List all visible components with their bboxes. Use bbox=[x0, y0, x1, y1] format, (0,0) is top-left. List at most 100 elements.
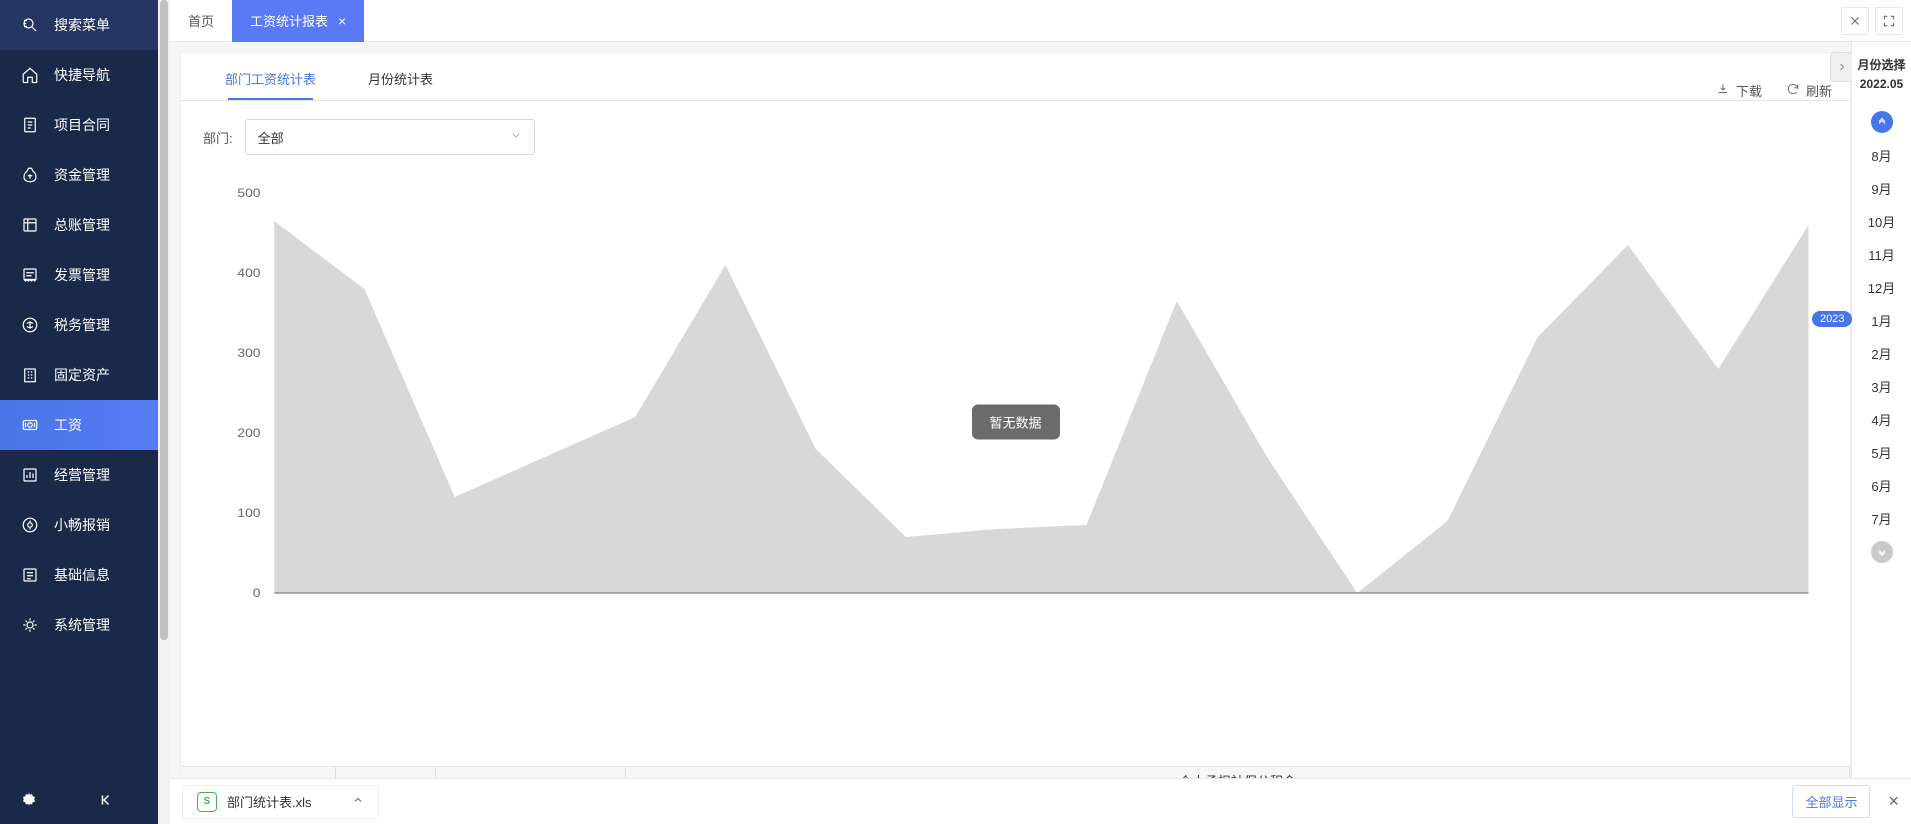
search-icon bbox=[20, 15, 40, 35]
download-icon bbox=[1716, 82, 1730, 99]
tab-label: 首页 bbox=[188, 11, 214, 30]
sidebar-item-business[interactable]: 经营管理 bbox=[0, 450, 170, 500]
month-item[interactable]: 9月 bbox=[1852, 172, 1911, 205]
money-bag-icon bbox=[20, 165, 40, 185]
year-badge: 2023 bbox=[1812, 311, 1852, 327]
content: 部门工资统计表 月份统计表 下载 刷新 bbox=[170, 42, 1911, 824]
sidebar-item-invoice[interactable]: 发票管理 bbox=[0, 250, 170, 300]
refresh-action[interactable]: 刷新 bbox=[1786, 81, 1832, 100]
close-tab-icon[interactable]: × bbox=[338, 14, 346, 28]
download-bar-right: 全部显示 × bbox=[1792, 785, 1899, 818]
sidebar-scrollbar-thumb[interactable] bbox=[160, 0, 168, 640]
sidebar-item-label: 资金管理 bbox=[54, 165, 110, 185]
show-all-downloads-button[interactable]: 全部显示 bbox=[1792, 785, 1870, 818]
sidebar-item-funds[interactable]: 资金管理 bbox=[0, 150, 170, 200]
building-icon bbox=[20, 365, 40, 385]
refresh-icon bbox=[1786, 82, 1800, 99]
svg-text:0: 0 bbox=[253, 586, 261, 600]
month-item[interactable]: 4月 bbox=[1852, 403, 1911, 436]
month-item[interactable]: 12月 bbox=[1852, 271, 1911, 304]
content-main: 部门工资统计表 月份统计表 下载 刷新 bbox=[180, 52, 1851, 824]
sidebar-item-baseinfo[interactable]: 基础信息 bbox=[0, 550, 170, 600]
xls-file-icon: S bbox=[197, 792, 217, 812]
month-panel-title: 月份选择 bbox=[1857, 52, 1905, 77]
area-chart: 0 100 200 300 400 500 bbox=[211, 183, 1820, 613]
dept-select[interactable]: 全部 bbox=[245, 119, 535, 155]
month-down-button[interactable] bbox=[1871, 541, 1893, 563]
subtab-dept-salary[interactable]: 部门工资统计表 bbox=[199, 56, 342, 100]
month-up-button[interactable] bbox=[1871, 111, 1893, 133]
sidebar-item-label: 系统管理 bbox=[54, 615, 110, 635]
filter-row: 部门: 全部 bbox=[181, 101, 1850, 173]
month-item[interactable]: 7月 bbox=[1852, 502, 1911, 535]
tax-icon bbox=[20, 315, 40, 335]
download-action[interactable]: 下载 bbox=[1716, 81, 1762, 100]
sidebar-item-label: 基础信息 bbox=[54, 565, 110, 585]
tab-salary-report[interactable]: 工资统计报表 × bbox=[232, 0, 364, 42]
sidebar-item-quicknav[interactable]: 快捷导航 bbox=[0, 50, 170, 100]
month-list: 8月9月10月11月12月20231月2月3月4月5月6月7月 bbox=[1852, 139, 1911, 535]
tabs-bar: 首页 工资统计报表 × bbox=[170, 0, 1911, 42]
svg-text:100: 100 bbox=[237, 506, 260, 520]
svg-text:400: 400 bbox=[237, 266, 260, 280]
subtab-label: 部门工资统计表 bbox=[225, 69, 316, 88]
close-download-bar-button[interactable]: × bbox=[1888, 791, 1899, 812]
month-item[interactable]: 10月 bbox=[1852, 205, 1911, 238]
month-item[interactable]: 2月 bbox=[1852, 337, 1911, 370]
sidebar-item-tax[interactable]: 税务管理 bbox=[0, 300, 170, 350]
sidebar-item-label: 税务管理 bbox=[54, 315, 110, 335]
system-icon bbox=[20, 615, 40, 635]
chart-tooltip: 暂无数据 bbox=[971, 405, 1059, 440]
sidebar-item-label: 发票管理 bbox=[54, 265, 110, 285]
filter-label: 部门: bbox=[203, 128, 233, 147]
sidebar-item-label: 固定资产 bbox=[54, 365, 110, 385]
download-filename: 部门统计表.xls bbox=[227, 792, 312, 811]
svg-text:300: 300 bbox=[237, 346, 260, 360]
sidebar-item-refund[interactable]: 小畅报销 bbox=[0, 500, 170, 550]
subtabs: 部门工资统计表 月份统计表 下载 刷新 bbox=[181, 53, 1850, 101]
sidebar-item-ledger[interactable]: 总账管理 bbox=[0, 200, 170, 250]
app-root: 搜索菜单 快捷导航 项目合同 资金管理 总账管理 发票管理 bbox=[0, 0, 1911, 824]
action-label: 下载 bbox=[1736, 81, 1762, 100]
ledger-icon bbox=[20, 215, 40, 235]
month-panel: 月份选择 2022.05 8月9月10月11月12月20231月2月3月4月5月… bbox=[1851, 42, 1911, 824]
month-current: 2022.05 bbox=[1860, 77, 1903, 105]
tab-home[interactable]: 首页 bbox=[170, 0, 232, 42]
close-all-tabs-button[interactable] bbox=[1841, 7, 1869, 35]
file-text-icon bbox=[20, 115, 40, 135]
subtabs-actions: 下载 刷新 bbox=[1716, 81, 1838, 100]
sidebar-scrollbar[interactable] bbox=[158, 0, 170, 824]
month-item[interactable]: 6月 bbox=[1852, 469, 1911, 502]
month-item[interactable]: 5月 bbox=[1852, 436, 1911, 469]
subtab-month-stats[interactable]: 月份统计表 bbox=[342, 56, 459, 100]
chart-icon bbox=[20, 465, 40, 485]
receipt-icon bbox=[20, 265, 40, 285]
svg-text:500: 500 bbox=[237, 186, 260, 200]
downloaded-file[interactable]: S 部门统计表.xls bbox=[182, 785, 379, 819]
sidebar-item-system[interactable]: 系统管理 bbox=[0, 600, 170, 650]
month-collapse-button[interactable] bbox=[1830, 52, 1852, 82]
sidebar-item-label: 小畅报销 bbox=[54, 515, 110, 535]
month-item[interactable]: 8月 bbox=[1852, 139, 1911, 172]
sidebar-footer bbox=[0, 779, 170, 824]
month-item[interactable]: 3月 bbox=[1852, 370, 1911, 403]
select-value: 全部 bbox=[258, 128, 284, 147]
chevron-up-icon[interactable] bbox=[352, 794, 364, 809]
gear-icon[interactable] bbox=[20, 791, 38, 812]
sidebar-item-contract[interactable]: 项目合同 bbox=[0, 100, 170, 150]
subtab-label: 月份统计表 bbox=[368, 69, 433, 88]
fullscreen-button[interactable] bbox=[1875, 7, 1903, 35]
svg-text:200: 200 bbox=[237, 426, 260, 440]
sidebar-item-search[interactable]: 搜索菜单 bbox=[0, 0, 170, 50]
sidebar-item-label: 项目合同 bbox=[54, 115, 110, 135]
month-item[interactable]: 11月 bbox=[1852, 238, 1911, 271]
sidebar-item-assets[interactable]: 固定资产 bbox=[0, 350, 170, 400]
home-icon bbox=[20, 65, 40, 85]
sidebar-item-label: 经营管理 bbox=[54, 465, 110, 485]
refund-icon bbox=[20, 515, 40, 535]
collapse-sidebar-icon[interactable] bbox=[98, 791, 116, 812]
info-icon bbox=[20, 565, 40, 585]
sidebar-item-label: 快捷导航 bbox=[54, 65, 110, 85]
sidebar-item-payroll[interactable]: 工资 bbox=[0, 400, 170, 450]
month-item[interactable]: 20231月 bbox=[1852, 304, 1911, 337]
